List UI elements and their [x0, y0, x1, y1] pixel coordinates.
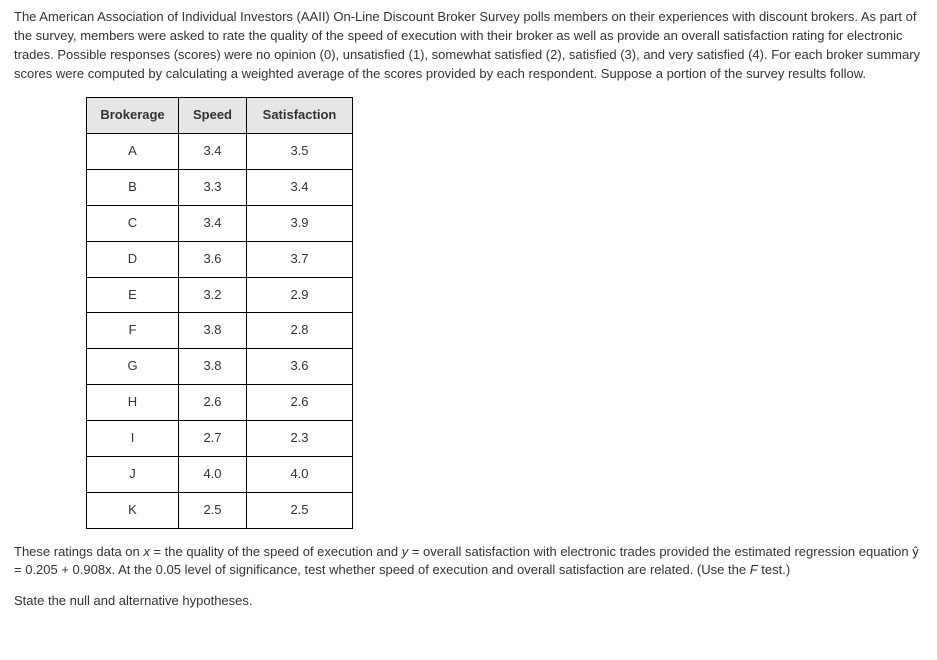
- table-row: D 3.6 3.7: [87, 241, 353, 277]
- broker-table: Brokerage Speed Satisfaction A 3.4 3.5 B…: [86, 97, 353, 528]
- cell-satisfaction: 2.3: [247, 420, 353, 456]
- col-header-satisfaction: Satisfaction: [247, 98, 353, 134]
- cell-speed: 4.0: [179, 456, 247, 492]
- table-row: H 2.6 2.6: [87, 385, 353, 421]
- cell-speed: 3.4: [179, 134, 247, 170]
- var-f: F: [750, 562, 758, 577]
- cell-speed: 2.5: [179, 492, 247, 528]
- cell-satisfaction: 2.9: [247, 277, 353, 313]
- table-row: J 4.0 4.0: [87, 456, 353, 492]
- cell-brokerage: C: [87, 205, 179, 241]
- hypothesis-prompt: State the null and alternative hypothese…: [14, 592, 923, 611]
- cell-speed: 3.4: [179, 205, 247, 241]
- cell-brokerage: G: [87, 349, 179, 385]
- cell-speed: 2.6: [179, 385, 247, 421]
- cell-satisfaction: 2.8: [247, 313, 353, 349]
- table-row: G 3.8 3.6: [87, 349, 353, 385]
- cell-speed: 3.6: [179, 241, 247, 277]
- cell-speed: 3.3: [179, 170, 247, 206]
- col-header-speed: Speed: [179, 98, 247, 134]
- data-table-container: Brokerage Speed Satisfaction A 3.4 3.5 B…: [86, 97, 923, 528]
- cell-brokerage: K: [87, 492, 179, 528]
- table-row: K 2.5 2.5: [87, 492, 353, 528]
- header-row: Brokerage Speed Satisfaction: [87, 98, 353, 134]
- table-row: E 3.2 2.9: [87, 277, 353, 313]
- text-pre: These ratings data on: [14, 544, 143, 559]
- cell-speed: 3.8: [179, 349, 247, 385]
- cell-brokerage: F: [87, 313, 179, 349]
- cell-brokerage: D: [87, 241, 179, 277]
- table-row: C 3.4 3.9: [87, 205, 353, 241]
- cell-brokerage: H: [87, 385, 179, 421]
- cell-satisfaction: 3.9: [247, 205, 353, 241]
- cell-satisfaction: 3.6: [247, 349, 353, 385]
- cell-speed: 3.8: [179, 313, 247, 349]
- cell-brokerage: B: [87, 170, 179, 206]
- table-row: I 2.7 2.3: [87, 420, 353, 456]
- cell-satisfaction: 2.5: [247, 492, 353, 528]
- cell-speed: 3.2: [179, 277, 247, 313]
- table-body: A 3.4 3.5 B 3.3 3.4 C 3.4 3.9 D 3.6 3.7 …: [87, 134, 353, 528]
- cell-satisfaction: 2.6: [247, 385, 353, 421]
- cell-satisfaction: 3.4: [247, 170, 353, 206]
- cell-satisfaction: 3.7: [247, 241, 353, 277]
- text-mid1: = the quality of the speed of execution …: [150, 544, 402, 559]
- cell-brokerage: I: [87, 420, 179, 456]
- table-row: A 3.4 3.5: [87, 134, 353, 170]
- col-header-brokerage: Brokerage: [87, 98, 179, 134]
- question-paragraph: These ratings data on x = the quality of…: [14, 543, 923, 581]
- intro-paragraph: The American Association of Individual I…: [14, 8, 923, 83]
- table-row: F 3.8 2.8: [87, 313, 353, 349]
- cell-brokerage: A: [87, 134, 179, 170]
- cell-satisfaction: 3.5: [247, 134, 353, 170]
- cell-satisfaction: 4.0: [247, 456, 353, 492]
- text-post: test.): [758, 562, 791, 577]
- cell-brokerage: E: [87, 277, 179, 313]
- cell-brokerage: J: [87, 456, 179, 492]
- table-header: Brokerage Speed Satisfaction: [87, 98, 353, 134]
- table-row: B 3.3 3.4: [87, 170, 353, 206]
- cell-speed: 2.7: [179, 420, 247, 456]
